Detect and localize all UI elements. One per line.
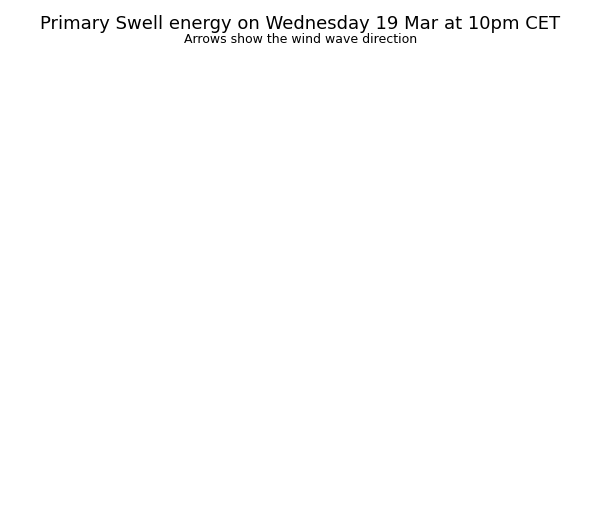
- Text: Map requires cartopy: Map requires cartopy: [227, 271, 374, 285]
- Text: Primary Swell energy on Wednesday 19 Mar at 10pm CET: Primary Swell energy on Wednesday 19 Mar…: [40, 15, 561, 33]
- Text: Arrows show the wind wave direction: Arrows show the wind wave direction: [184, 33, 417, 46]
